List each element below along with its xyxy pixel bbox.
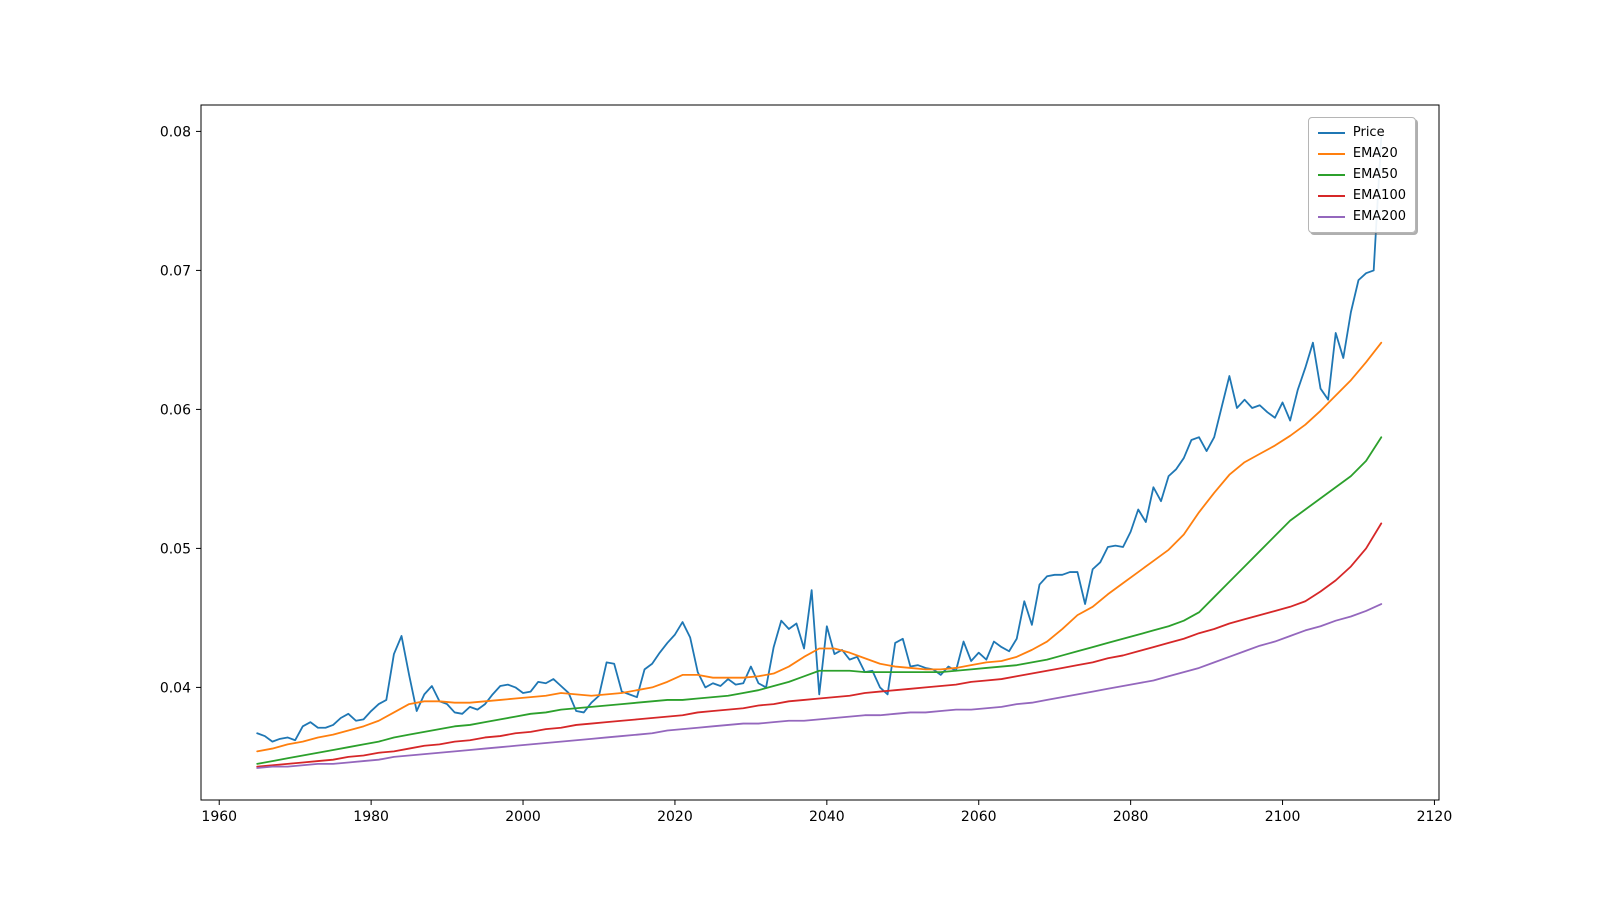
legend-line-swatch-price — [1317, 131, 1345, 135]
legend-line-swatch-ema20 — [1317, 152, 1345, 156]
y-tick-label: 0.06 — [160, 402, 191, 418]
legend-item-price: Price — [1317, 124, 1406, 142]
y-tick-label: 0.08 — [160, 124, 191, 140]
legend-label-ema50: EMA50 — [1352, 167, 1398, 182]
x-tick-label: 2000 — [505, 809, 541, 825]
plot-border — [200, 104, 1440, 801]
legend-line-swatch-ema200 — [1317, 215, 1345, 219]
legend-item-ema50: EMA50 — [1317, 166, 1406, 184]
legend: Price EMA20 EMA50 EMA100 EMA200 — [1307, 117, 1416, 233]
y-tick-label: 0.04 — [160, 680, 191, 696]
series-line-ema200 — [256, 603, 1383, 769]
legend-item-ema100: EMA100 — [1317, 187, 1406, 205]
legend-line-swatch-ema100 — [1317, 194, 1345, 198]
x-tick-label: 1960 — [201, 809, 237, 825]
x-tick-label: 2040 — [809, 809, 845, 825]
x-tick-label: 2100 — [1265, 809, 1301, 825]
legend-label-price: Price — [1352, 125, 1385, 140]
x-tick-label: 2120 — [1417, 809, 1453, 825]
x-tick-label: 2020 — [657, 809, 693, 825]
y-tick-label: 0.05 — [160, 541, 191, 557]
x-tick-label: 1980 — [353, 809, 389, 825]
series-line-ema20 — [256, 341, 1383, 753]
series-line-ema50 — [256, 436, 1383, 765]
legend-label-ema200: EMA200 — [1352, 209, 1406, 224]
legend-label-ema100: EMA100 — [1352, 188, 1406, 203]
y-tick-label: 0.07 — [160, 263, 191, 279]
legend-label-ema20: EMA20 — [1352, 146, 1398, 161]
x-tick-label: 2060 — [961, 809, 997, 825]
legend-line-swatch-ema50 — [1317, 173, 1345, 177]
series-line-price — [256, 136, 1383, 743]
x-tick-label: 2080 — [1113, 809, 1149, 825]
series-line-ema100 — [256, 522, 1383, 768]
legend-item-ema20: EMA20 — [1317, 145, 1406, 163]
legend-item-ema200: EMA200 — [1317, 208, 1406, 226]
